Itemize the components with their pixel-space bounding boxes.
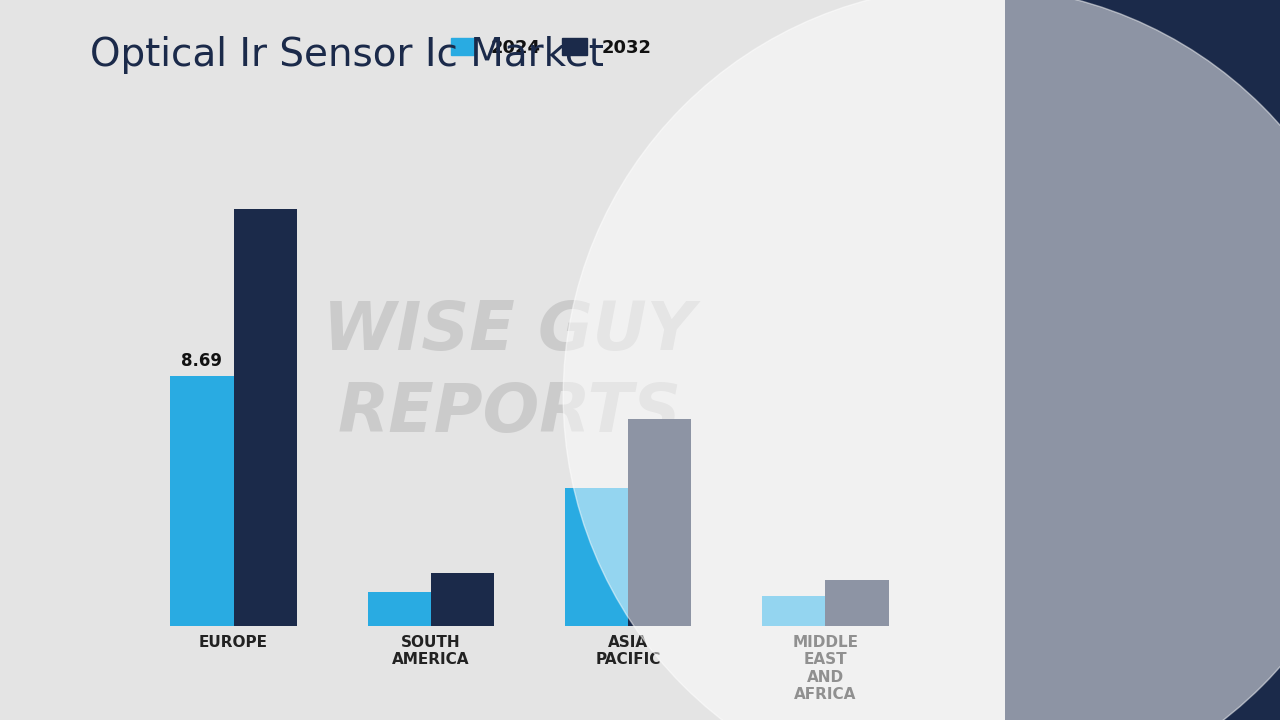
Text: WISE GUY
REPORTS: WISE GUY REPORTS [324, 298, 695, 446]
Bar [431, 573, 494, 626]
Bar [826, 580, 888, 626]
Bar [628, 419, 691, 626]
Bar [233, 209, 297, 626]
Text: Optical Ir Sensor Ic Market: Optical Ir Sensor Ic Market [90, 36, 603, 74]
Ellipse shape [563, 0, 1280, 720]
Bar [564, 488, 628, 626]
Bar [367, 592, 431, 626]
Legend: 2024, 2032: 2024, 2032 [451, 38, 652, 57]
Text: 8.69: 8.69 [182, 352, 223, 370]
Bar [763, 596, 826, 626]
Bar [170, 376, 233, 626]
